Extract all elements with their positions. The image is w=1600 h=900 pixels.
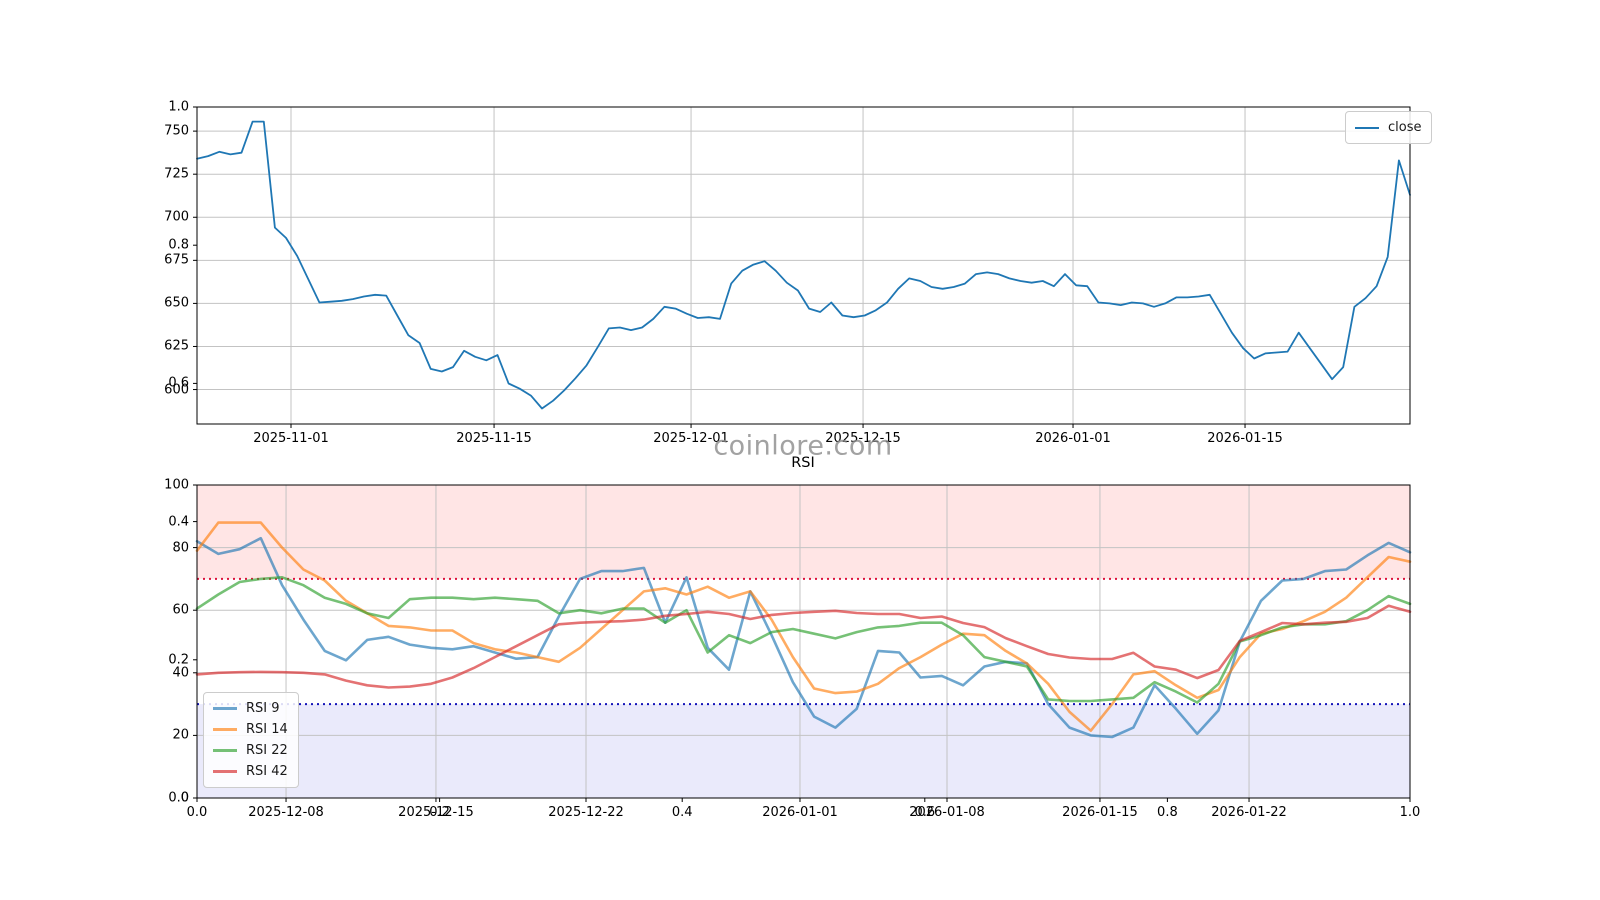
- legend-label-rsi-9: RSI 9: [246, 701, 280, 716]
- x-tick-label: 2025-12-22: [548, 805, 624, 820]
- y-tick-label: 600: [164, 382, 189, 398]
- y-tick-label: 675: [164, 252, 189, 268]
- y-tick-label: 725: [164, 166, 189, 182]
- legend-item-rsi-22: RSI 22: [213, 740, 288, 761]
- x-tick-label: 2026-01-22: [1211, 805, 1287, 820]
- overlay-y-tick-label: 0.4: [168, 514, 189, 530]
- overbought-band: [197, 485, 1410, 579]
- legend-label-rsi-42: RSI 42: [246, 764, 288, 779]
- overlay-y-tick-label: 0.2: [168, 652, 189, 668]
- x-tick-label: 2025-12-15: [825, 431, 901, 446]
- overlay-y-tick-label: 0.0: [168, 790, 189, 806]
- y-tick-label: 100: [164, 477, 189, 493]
- legend-label-close: close: [1388, 120, 1422, 135]
- y-tick-label: 20: [172, 727, 189, 743]
- legend-label-rsi-22: RSI 22: [246, 743, 288, 758]
- axes-border: [196, 106, 1411, 425]
- rsi-chart-title: RSI: [791, 455, 815, 471]
- close-line-swatch: [1355, 126, 1379, 129]
- axes-border: [196, 484, 1411, 799]
- series-line-rsi-22: [195, 575, 1412, 704]
- rsi-9-line-swatch: [213, 707, 237, 710]
- x-tick-label: 2025-12-15: [398, 805, 474, 820]
- rsi-22-line-swatch: [213, 749, 237, 752]
- oversold-band: [197, 704, 1410, 798]
- x-tick-label: 2025-12-08: [248, 805, 324, 820]
- rsi-legend: RSI 9 RSI 14 RSI 22 RSI 42: [203, 692, 299, 788]
- overlay-x-tick-label: 0.4: [671, 805, 693, 820]
- overlay-x-tick-label: 0.0: [186, 805, 208, 820]
- x-tick-label: 2026-01-01: [762, 805, 838, 820]
- x-tick-label: 2026-01-01: [1035, 431, 1111, 446]
- y-tick-label: 60: [172, 602, 189, 618]
- y-tick-label: 700: [164, 209, 189, 225]
- x-tick-label: 2026-01-08: [909, 805, 985, 820]
- overlay-y-tick-label: 1.0: [168, 99, 189, 115]
- overlay-x-tick-label: 0.6: [914, 805, 936, 820]
- overlay-y-tick-label: 0.8: [168, 237, 189, 253]
- x-tick-label: 2025-12-01: [653, 431, 729, 446]
- legend-item-rsi-42: RSI 42: [213, 761, 288, 782]
- series-line-rsi-42: [195, 604, 1412, 689]
- series-line-rsi-9: [195, 536, 1412, 739]
- x-tick-label: 2026-01-15: [1062, 805, 1138, 820]
- x-tick-label: 2025-11-01: [253, 431, 329, 446]
- legend-item-rsi-9: RSI 9: [213, 698, 288, 719]
- y-tick-label: 750: [164, 123, 189, 139]
- y-tick-label: 625: [164, 338, 189, 354]
- overlay-x-tick-label: 1.0: [1399, 805, 1421, 820]
- legend-item-rsi-14: RSI 14: [213, 719, 288, 740]
- y-tick-label: 650: [164, 295, 189, 311]
- rsi-14-line-swatch: [213, 728, 237, 731]
- price-legend: close: [1345, 111, 1433, 144]
- overlay-x-tick-label: 0.8: [1157, 805, 1178, 820]
- watermark: coinlore.com: [713, 430, 893, 462]
- series-line-close: [196, 120, 1411, 410]
- legend-label-rsi-14: RSI 14: [246, 722, 288, 737]
- legend-item-close: close: [1355, 117, 1421, 138]
- y-tick-label: 40: [172, 665, 189, 681]
- y-tick-label: 0: [180, 790, 189, 806]
- overlay-y-tick-label: 0.6: [168, 375, 189, 391]
- x-tick-label: 2025-11-15: [456, 431, 532, 446]
- overlay-x-tick-label: 0.2: [429, 805, 450, 820]
- x-tick-label: 2026-01-15: [1207, 431, 1283, 446]
- y-tick-label: 80: [172, 540, 189, 556]
- rsi-42-line-swatch: [213, 770, 237, 773]
